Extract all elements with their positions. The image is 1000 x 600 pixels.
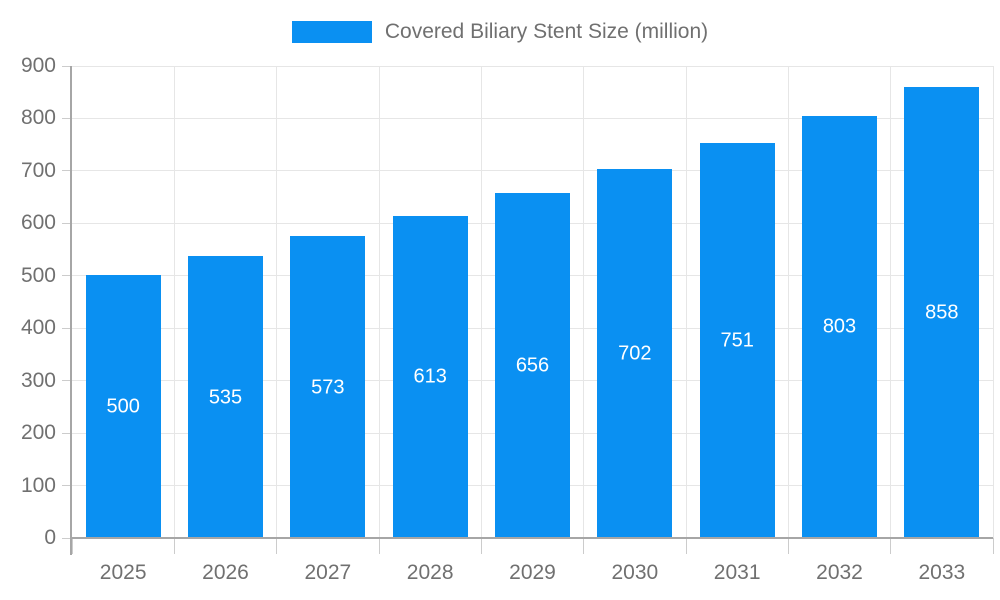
x-axis-tick <box>890 538 892 554</box>
x-axis-tick-label: 2026 <box>202 561 249 584</box>
y-axis-tick <box>62 380 72 382</box>
plot-area: 0 100 200 300 400 500 600 700 800 900 500 2025 535 20… <box>21 55 994 584</box>
legend[interactable]: Covered Biliary Stent Size (million) <box>0 20 1000 44</box>
y-axis-tick-label: 800 <box>20 106 56 130</box>
y-axis-tick-label: 0 <box>44 526 56 549</box>
y-axis-tick <box>62 485 72 487</box>
h-gridline <box>72 117 993 119</box>
v-gridline <box>685 66 687 538</box>
x-axis-tick-label: 2030 <box>611 561 659 584</box>
x-axis-line <box>72 537 993 539</box>
v-gridline <box>890 66 892 538</box>
v-gridline <box>276 66 278 538</box>
bar-2031[interactable] <box>700 143 775 537</box>
v-gridline <box>173 66 175 538</box>
h-gridline <box>72 65 993 67</box>
bar-value-label: 535 <box>208 386 243 409</box>
y-axis-tick-label: 200 <box>20 421 56 445</box>
bar-value-label: 573 <box>311 376 345 399</box>
y-axis-tick <box>62 432 72 434</box>
bar-2033[interactable] <box>904 87 979 537</box>
v-gridline <box>378 66 380 538</box>
y-axis-tick <box>62 327 72 329</box>
x-axis-tick <box>480 538 482 554</box>
y-axis-tick <box>62 170 72 172</box>
bar-value-label: 500 <box>106 395 140 418</box>
y-axis-tick-label: 500 <box>20 263 56 287</box>
bar-value-label: 656 <box>515 354 550 377</box>
bar-2029[interactable] <box>495 193 570 537</box>
y-axis-tick-label: 900 <box>20 54 56 77</box>
bar-value-label: 803 <box>822 315 857 338</box>
y-axis-tick-label: 300 <box>20 368 56 392</box>
y-axis-tick <box>62 537 72 539</box>
v-gridline <box>992 66 994 538</box>
x-axis-tick-label: 2031 <box>713 561 761 584</box>
v-gridline <box>787 66 789 538</box>
x-axis-tick <box>71 538 73 554</box>
v-gridline <box>583 66 585 538</box>
y-axis-tick-label: 100 <box>20 473 56 497</box>
h-gridline <box>72 170 993 172</box>
y-axis-tick <box>62 117 72 119</box>
bar-2027[interactable] <box>290 236 365 537</box>
y-axis-line <box>70 66 72 555</box>
y-axis-tick-label: 700 <box>20 158 56 182</box>
x-axis-tick <box>173 538 175 554</box>
x-axis-tick <box>685 538 687 554</box>
x-axis-tick <box>276 538 278 554</box>
x-axis-tick <box>992 538 994 554</box>
x-axis-tick <box>583 538 585 554</box>
bar-2026[interactable] <box>188 256 263 537</box>
x-axis-tick <box>787 538 789 554</box>
bar-value-label: 858 <box>925 301 959 324</box>
x-axis-tick-label: 2029 <box>509 561 556 584</box>
bar-2032[interactable] <box>802 116 877 537</box>
y-axis-tick <box>62 222 72 224</box>
y-axis-tick-label: 400 <box>20 316 56 340</box>
v-gridline <box>480 66 482 538</box>
bar-2025[interactable] <box>86 275 161 537</box>
x-axis-tick <box>378 538 380 554</box>
x-axis-tick-label: 2032 <box>816 561 863 584</box>
bar-value-label: 751 <box>720 329 754 352</box>
y-axis-tick <box>62 275 72 277</box>
bar-value-label: 613 <box>413 365 447 388</box>
y-axis-tick-label: 600 <box>20 211 56 235</box>
legend-label: Covered Biliary Stent Size (million) <box>384 20 709 43</box>
x-axis-tick-label: 2028 <box>406 561 454 584</box>
bar-2030[interactable] <box>597 169 672 537</box>
bar-value-label: 702 <box>618 342 652 365</box>
x-axis-tick-label: 2033 <box>918 561 966 584</box>
x-axis-tick-label: 2027 <box>304 561 352 584</box>
y-axis-tick <box>62 65 72 67</box>
bar-2028[interactable] <box>393 216 468 537</box>
x-axis-tick-label: 2025 <box>99 561 147 584</box>
legend-swatch-icon <box>291 21 372 43</box>
